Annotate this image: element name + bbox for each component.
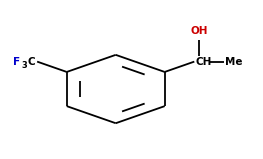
Text: 3: 3 [21, 61, 27, 70]
Text: F: F [13, 57, 21, 67]
Text: OH: OH [190, 26, 208, 36]
Text: Me: Me [225, 57, 243, 67]
Text: C: C [27, 57, 35, 67]
Text: CH: CH [196, 57, 212, 67]
